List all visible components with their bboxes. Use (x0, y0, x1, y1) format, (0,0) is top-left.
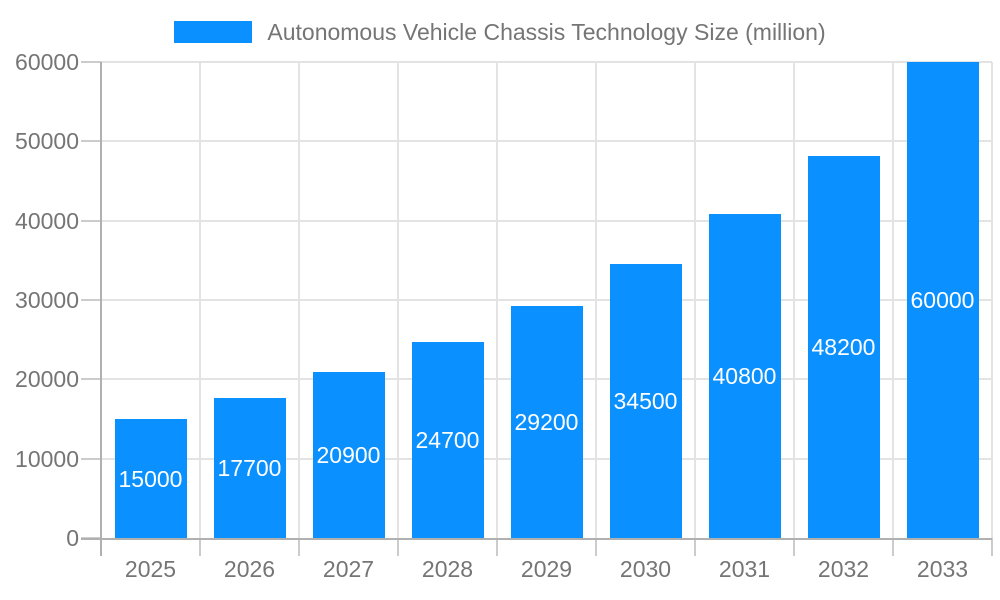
x-tick-label: 2032 (817, 556, 870, 582)
gridline-vertical (991, 62, 993, 538)
x-axis-tick (100, 538, 102, 556)
y-tick-label: 30000 (15, 287, 79, 313)
x-axis-tick (793, 538, 795, 556)
x-tick-label: 2031 (718, 556, 771, 582)
gridline-vertical (694, 62, 696, 538)
bar[interactable] (411, 342, 484, 538)
y-axis-line (100, 62, 102, 538)
gridline-vertical (199, 62, 201, 538)
x-tick-label: 2026 (223, 556, 276, 582)
bar[interactable] (807, 155, 880, 538)
legend-label: Autonomous Vehicle Chassis Technology Si… (267, 19, 826, 45)
gridline-vertical (793, 62, 795, 538)
bar-value-label: 29200 (514, 409, 579, 436)
y-axis-tick (81, 299, 101, 301)
gridline-vertical (496, 62, 498, 538)
bar[interactable] (708, 214, 781, 538)
bar-value-label: 60000 (910, 287, 975, 313)
y-axis-tick (81, 219, 101, 222)
x-tick-label: 2030 (619, 556, 672, 582)
bar[interactable] (114, 419, 187, 538)
gridline-vertical (397, 62, 399, 538)
gridline-horizontal (101, 61, 992, 63)
x-axis-tick (991, 538, 993, 556)
gridline-horizontal (101, 219, 992, 222)
y-axis-tick (81, 61, 101, 63)
y-tick-label: 20000 (15, 366, 79, 393)
bar-value-label: 24700 (415, 427, 480, 454)
gridline-vertical (298, 62, 300, 538)
bar-value-label: 40800 (712, 363, 777, 390)
y-tick-label: 0 (66, 525, 79, 551)
x-axis-tick (892, 538, 894, 556)
x-tick-label: 2027 (322, 556, 375, 582)
bar[interactable] (510, 306, 583, 538)
gridline-vertical (892, 62, 894, 538)
x-axis-line (81, 538, 992, 540)
gridline-vertical (595, 62, 597, 538)
bar[interactable] (312, 372, 385, 538)
x-tick-label: 2033 (916, 556, 969, 582)
bar[interactable] (906, 62, 979, 538)
y-tick-label: 10000 (15, 445, 79, 472)
gridline-horizontal (101, 140, 992, 143)
y-axis-tick (81, 140, 101, 143)
x-axis-tick (298, 538, 300, 556)
y-tick-label: 50000 (15, 128, 79, 155)
x-tick-label: 2029 (520, 556, 573, 582)
y-axis-tick (81, 378, 101, 381)
bar-value-label: 17700 (217, 454, 282, 481)
legend[interactable]: Autonomous Vehicle Chassis Technology Si… (0, 18, 1000, 46)
bar-value-label: 34500 (613, 388, 678, 415)
x-axis-tick (199, 538, 201, 556)
y-tick-label: 60000 (15, 49, 79, 75)
bar-value-label: 15000 (118, 465, 183, 492)
y-tick-label: 40000 (15, 207, 79, 234)
bar-value-label: 20900 (316, 442, 381, 469)
gridline-horizontal (101, 299, 992, 301)
x-tick-label: 2025 (124, 556, 177, 582)
x-axis-tick (694, 538, 696, 556)
y-axis-tick (81, 457, 101, 460)
x-axis-tick (595, 538, 597, 556)
bar[interactable] (609, 264, 682, 538)
x-axis-tick (496, 538, 498, 556)
x-tick-label: 2028 (421, 556, 474, 582)
bar[interactable] (213, 397, 286, 538)
x-axis-tick (397, 538, 399, 556)
bar-value-label: 48200 (811, 333, 876, 360)
legend-swatch-icon (174, 21, 253, 43)
